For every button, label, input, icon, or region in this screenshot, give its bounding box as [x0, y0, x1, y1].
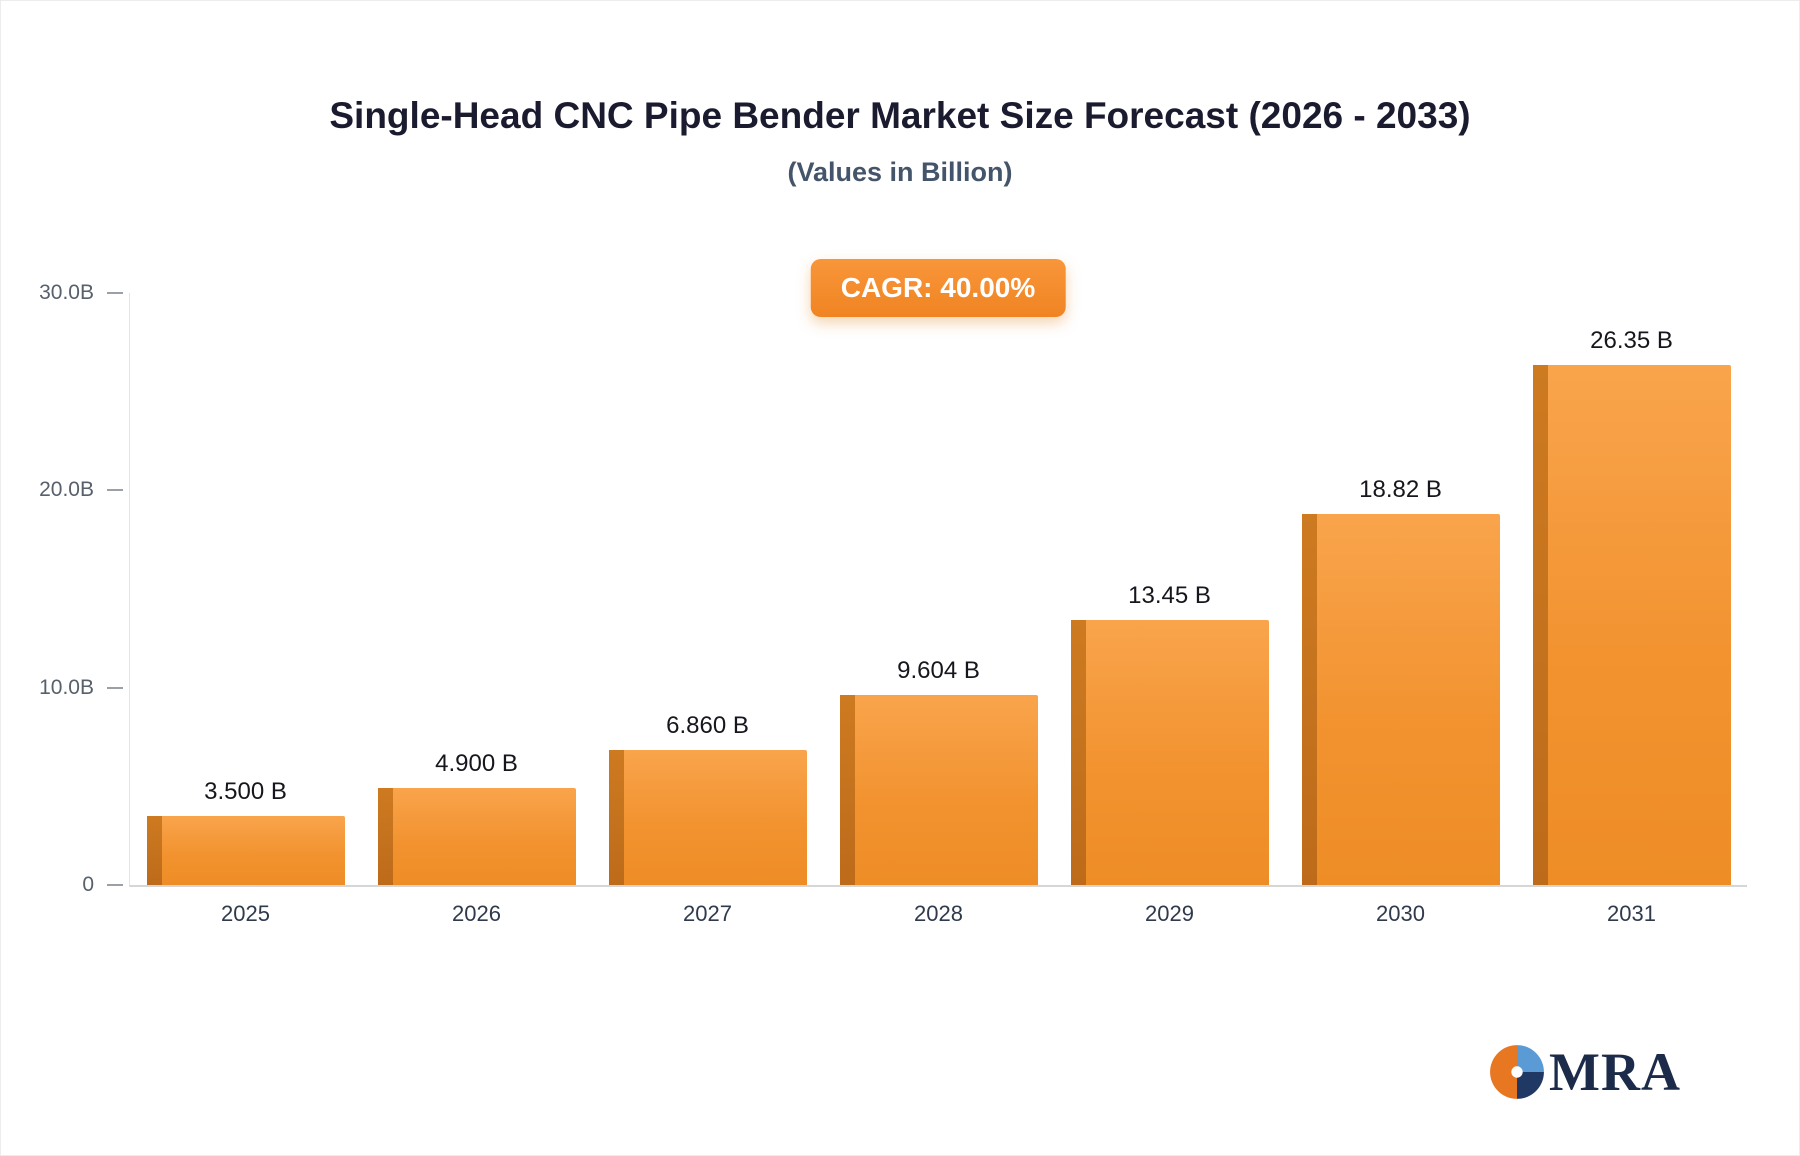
plot-area: 0 10.0B 20.0B 30.0B 3.500 B 2025 4.900 B 2026 6… — [39, 281, 1747, 926]
bar-group: 13.45 B 2029 — [1054, 293, 1285, 926]
x-axis-label: 2031 — [1607, 901, 1656, 926]
mra-logo-icon — [1490, 1045, 1544, 1099]
chart-title: Single-Head CNC Pipe Bender Market Size … — [329, 95, 1471, 136]
bar[interactable] — [146, 815, 345, 886]
bar-group: 4.900 B 2026 — [361, 293, 592, 926]
bar-value-label: 13.45 B — [1128, 581, 1211, 609]
x-axis-label: 2026 — [452, 901, 501, 926]
x-axis-label: 2030 — [1376, 901, 1425, 926]
x-axis-label: 2029 — [1145, 901, 1194, 926]
mra-logo-text: MRA — [1549, 1042, 1681, 1102]
bars: 3.500 B 2025 4.900 B 2026 6.860 B 2027 9.604 B… — [130, 293, 1747, 926]
bar[interactable] — [839, 695, 1038, 885]
bar-value-label: 3.500 B — [204, 777, 287, 805]
x-axis-label: 2028 — [914, 901, 963, 926]
y-tick: 20.0B — [28, 478, 130, 502]
bar[interactable] — [1070, 619, 1269, 886]
bar[interactable] — [1301, 513, 1500, 886]
y-tick-label: 30.0B — [39, 281, 94, 304]
bar-value-label: 9.604 B — [897, 657, 980, 685]
y-tick: 0 — [28, 873, 130, 897]
bar[interactable] — [377, 788, 576, 885]
bar-group: 6.860 B 2027 — [592, 293, 823, 926]
bar-value-label: 6.860 B — [666, 711, 749, 739]
x-axis-label: 2025 — [221, 901, 270, 926]
y-tick: 10.0B — [28, 676, 130, 700]
y-tick: 30.0B — [28, 281, 130, 305]
bar-group: 18.82 B 2030 — [1285, 293, 1516, 926]
bar-value-label: 4.900 B — [435, 750, 518, 778]
cagr-badge: CAGR: 40.00% — [810, 259, 1066, 317]
bar-group: 26.35 B 2031 — [1516, 293, 1747, 926]
y-tick-mark — [107, 686, 123, 689]
y-tick-label: 20.0B — [39, 478, 94, 502]
bar[interactable] — [1532, 365, 1731, 885]
mra-logo: MRA — [1488, 1043, 1681, 1101]
y-tick-label: 0 — [82, 873, 94, 896]
y-tick-mark — [107, 489, 123, 492]
y-axis: 0 10.0B 20.0B 30.0B — [39, 281, 1747, 896]
bar-group: 9.604 B 2028 — [823, 293, 1054, 926]
y-tick-label: 10.0B — [39, 675, 94, 699]
y-tick-mark — [107, 292, 123, 294]
bar-value-label: 18.82 B — [1359, 475, 1442, 503]
bar[interactable] — [608, 749, 807, 886]
bar-value-label: 26.35 B — [1590, 327, 1673, 355]
chart-subtitle: (Values in Billion) — [787, 157, 1013, 187]
bar-group: 3.500 B 2025 — [130, 293, 361, 926]
x-axis-label: 2027 — [683, 901, 732, 926]
y-tick-mark — [107, 884, 123, 886]
